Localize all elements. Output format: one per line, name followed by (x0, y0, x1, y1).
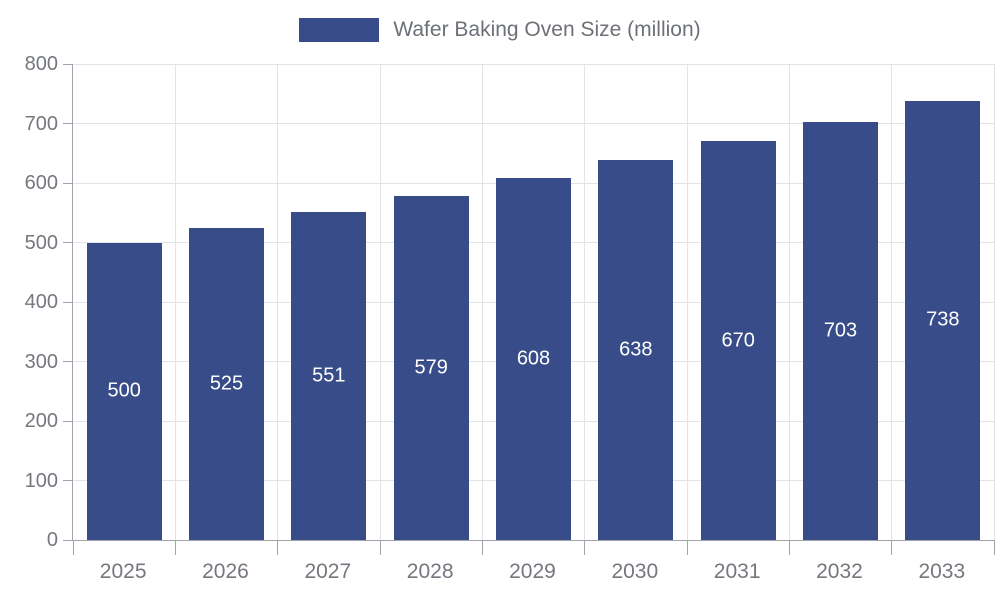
x-gridline (174, 64, 176, 540)
y-axis-tick-label: 100 (24, 469, 58, 492)
x-gridline (584, 64, 586, 540)
bar-value-label: 551 (312, 364, 346, 387)
x-axis-tick (891, 540, 893, 555)
y-gridline (73, 63, 994, 65)
legend-label: Wafer Baking Oven Size (million) (393, 18, 701, 41)
x-axis-tick-label: 2030 (611, 560, 659, 583)
bar-2030[interactable]: 638 (598, 160, 674, 540)
y-axis-tick (63, 301, 73, 303)
y-axis-tick (63, 123, 73, 124)
x-axis-tick (72, 540, 74, 555)
bar-value-label: 670 (721, 329, 755, 352)
y-axis-tick-label: 200 (24, 410, 58, 432)
x-axis-tick (277, 540, 279, 555)
y-axis-tick (63, 539, 73, 541)
bar-2025[interactable]: 500 (86, 242, 162, 540)
x-axis-tick-label: 2025 (99, 560, 147, 583)
y-axis-tick-label: 600 (24, 172, 58, 194)
bar-value-label: 500 (107, 379, 141, 402)
x-gridline (481, 64, 483, 540)
x-axis-tick (686, 540, 688, 555)
legend-item[interactable]: Wafer Baking Oven Size (million) (0, 18, 1000, 42)
bar-2028[interactable]: 579 (393, 195, 469, 540)
x-axis-tick (584, 540, 586, 555)
bar-value-label: 525 (209, 372, 244, 395)
bar-2032[interactable]: 703 (803, 121, 878, 540)
y-axis-tick-label: 500 (24, 231, 58, 254)
plot-area: 500 525 551 579 608 638 670 703 738 (63, 63, 995, 555)
x-gridline (277, 64, 279, 540)
x-axis-tick-label: 2032 (816, 560, 863, 583)
legend-swatch (299, 18, 380, 42)
x-axis-tick-label: 2029 (509, 560, 556, 583)
x-axis-tick (481, 540, 483, 555)
bar-value-label: 608 (516, 347, 551, 370)
y-axis-tick (63, 480, 73, 481)
bar-2031[interactable]: 670 (700, 141, 776, 540)
y-axis-tick (63, 361, 73, 362)
x-gridline (686, 64, 688, 540)
y-axis-tick (63, 420, 73, 422)
x-axis-tick (993, 540, 995, 555)
x-axis-tick-label: 2028 (406, 560, 454, 583)
bar-value-label: 703 (823, 319, 858, 342)
x-gridline (891, 64, 893, 540)
x-axis-tick-label: 2027 (304, 560, 352, 583)
y-axis-tick-label: 800 (24, 53, 58, 75)
bar-2026[interactable]: 525 (189, 227, 264, 540)
y-axis-tick-label: 300 (24, 350, 58, 373)
bar-value-label: 638 (619, 338, 653, 361)
x-gridline (993, 64, 995, 540)
x-axis-tick-label: 2026 (202, 560, 249, 583)
bar-2027[interactable]: 551 (291, 212, 367, 540)
x-axis-tick (174, 540, 176, 555)
y-axis-tick (63, 182, 73, 184)
bar-value-label: 738 (926, 308, 960, 331)
x-gridline (379, 64, 381, 540)
x-axis-tick (379, 540, 381, 555)
bar-2033[interactable]: 738 (905, 100, 981, 540)
y-axis-tick-label: 0 (46, 529, 58, 551)
x-axis-tick-label: 2033 (918, 560, 966, 583)
y-gridline (73, 123, 994, 124)
x-axis-tick (788, 540, 790, 555)
y-axis-tick (63, 242, 73, 243)
y-axis-tick-label: 400 (24, 291, 58, 313)
bar-2029[interactable]: 608 (496, 178, 571, 540)
y-axis-tick-label: 700 (24, 112, 58, 135)
x-gridline (788, 64, 790, 540)
y-axis-tick (63, 63, 73, 65)
x-axis-tick-label: 2031 (713, 560, 761, 583)
bar-value-label: 579 (414, 356, 448, 379)
